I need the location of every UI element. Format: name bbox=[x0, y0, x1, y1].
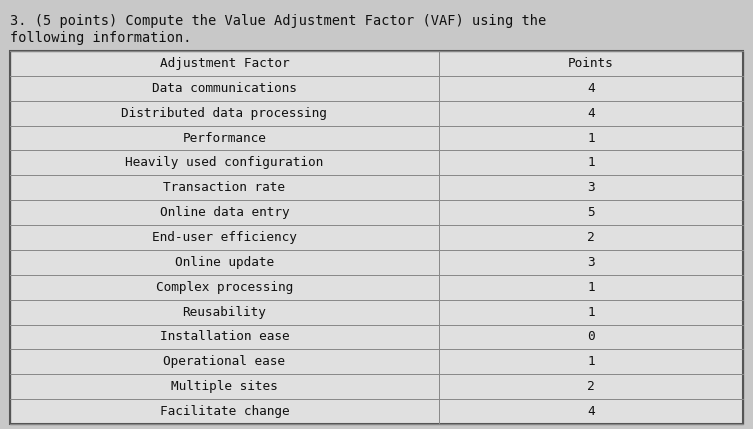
Text: 4: 4 bbox=[587, 405, 595, 418]
Text: Online update: Online update bbox=[175, 256, 274, 269]
Text: Heavily used configuration: Heavily used configuration bbox=[125, 157, 324, 169]
Text: 3: 3 bbox=[587, 256, 595, 269]
Text: Installation ease: Installation ease bbox=[160, 330, 289, 344]
Text: Adjustment Factor: Adjustment Factor bbox=[160, 57, 289, 70]
Text: 5: 5 bbox=[587, 206, 595, 219]
Text: 0: 0 bbox=[587, 330, 595, 344]
Text: Operational ease: Operational ease bbox=[163, 355, 285, 369]
Text: 3: 3 bbox=[587, 181, 595, 194]
Text: 1: 1 bbox=[587, 281, 595, 294]
Text: Reusability: Reusability bbox=[182, 305, 267, 319]
Text: Multiple sites: Multiple sites bbox=[171, 380, 278, 393]
Text: Distributed data processing: Distributed data processing bbox=[121, 107, 328, 120]
Text: Performance: Performance bbox=[182, 132, 267, 145]
Bar bbox=[10, 51, 743, 424]
Text: 2: 2 bbox=[587, 231, 595, 244]
Text: 3. (5 points) Compute the Value Adjustment Factor (VAF) using the: 3. (5 points) Compute the Value Adjustme… bbox=[10, 14, 546, 28]
Text: Complex processing: Complex processing bbox=[156, 281, 293, 294]
Text: 1: 1 bbox=[587, 157, 595, 169]
Text: Facilitate change: Facilitate change bbox=[160, 405, 289, 418]
Text: 4: 4 bbox=[587, 107, 595, 120]
Text: 1: 1 bbox=[587, 132, 595, 145]
Text: 1: 1 bbox=[587, 355, 595, 369]
Text: Transaction rate: Transaction rate bbox=[163, 181, 285, 194]
Text: Online data entry: Online data entry bbox=[160, 206, 289, 219]
Text: End-user efficiency: End-user efficiency bbox=[152, 231, 297, 244]
Text: 1: 1 bbox=[587, 305, 595, 319]
Text: following information.: following information. bbox=[10, 31, 191, 45]
Text: Data communications: Data communications bbox=[152, 82, 297, 95]
Text: Points: Points bbox=[568, 57, 614, 70]
Text: 2: 2 bbox=[587, 380, 595, 393]
Text: 4: 4 bbox=[587, 82, 595, 95]
Bar bbox=[10, 51, 743, 424]
